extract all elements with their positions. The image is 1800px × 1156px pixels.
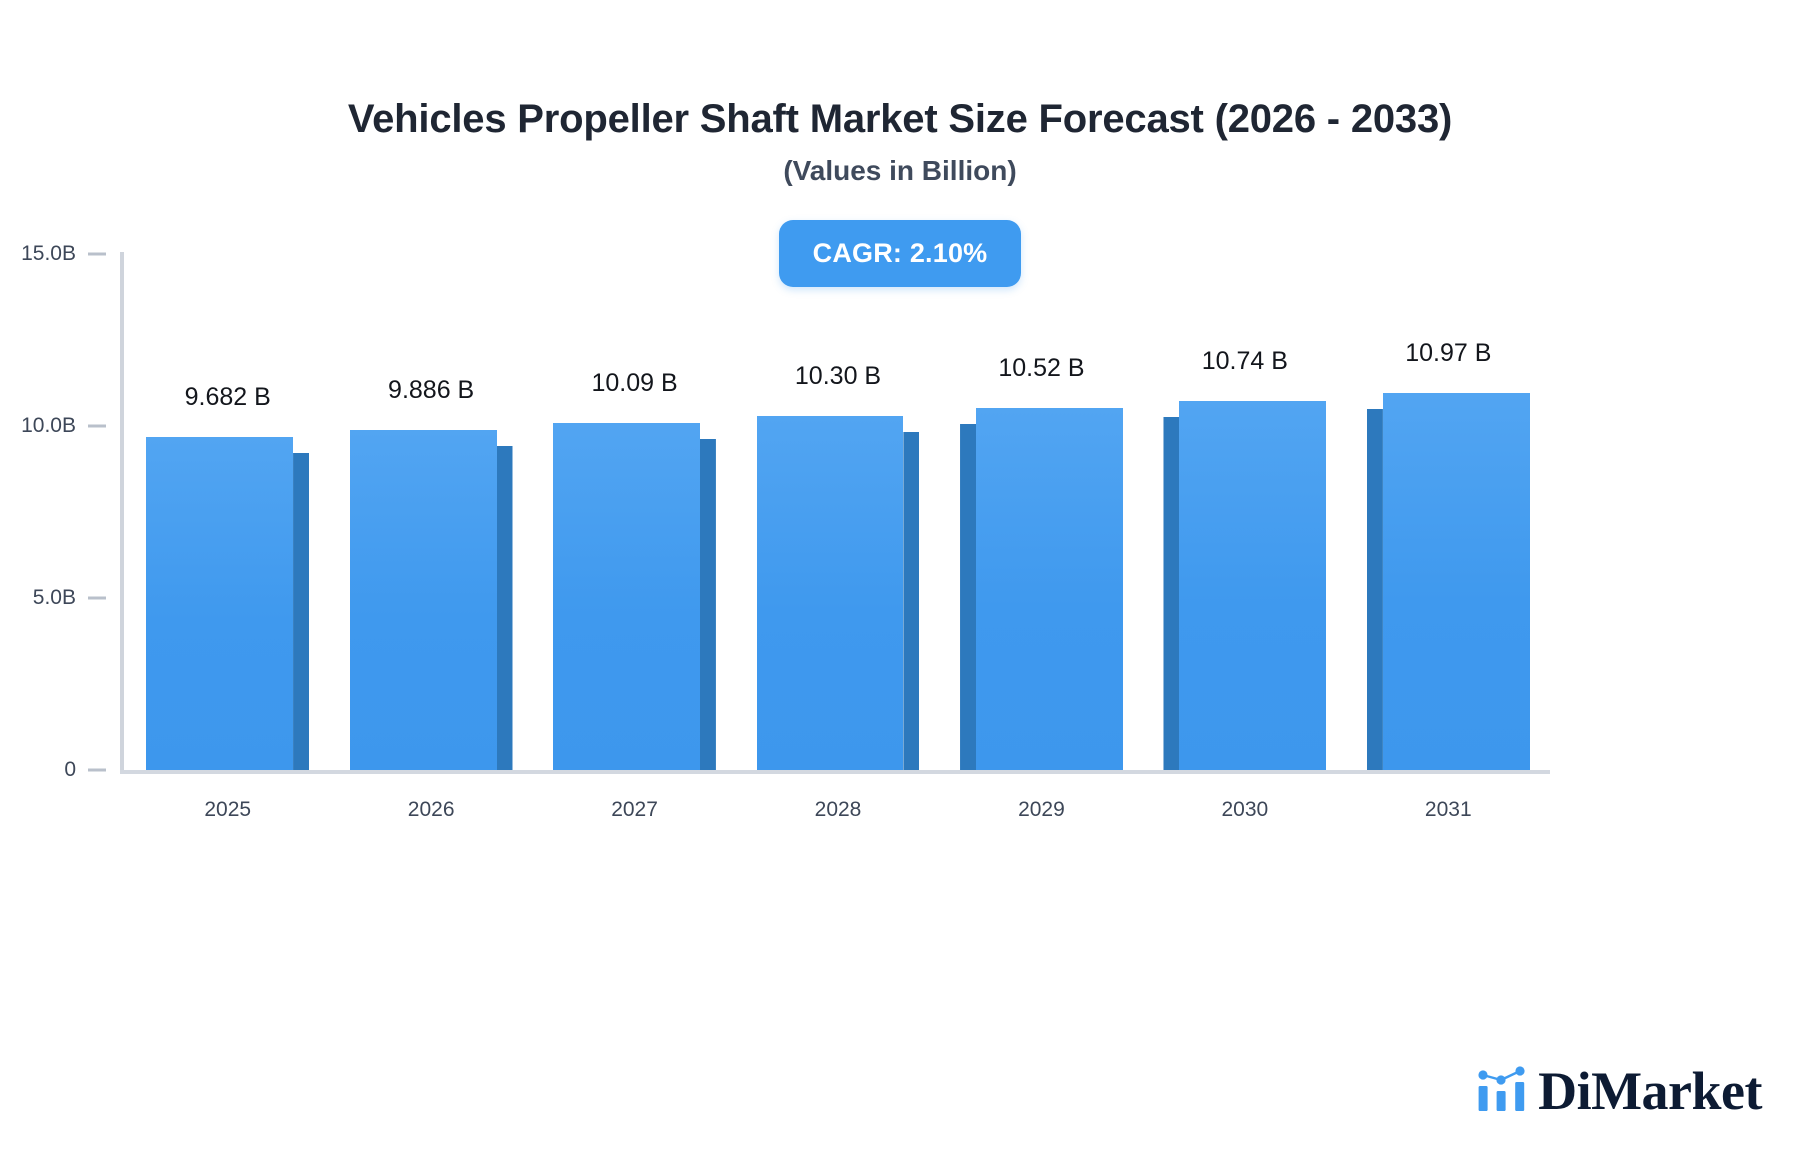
y-axis-tick-mark: [88, 252, 106, 256]
x-axis-tick-label: 2031: [1424, 798, 1472, 821]
y-axis-tick-label: 0: [64, 758, 76, 781]
bar-side-face: [699, 438, 716, 770]
bar-2028[interactable]: [756, 415, 920, 770]
x-axis-line: [120, 770, 1550, 774]
bar-side-face: [496, 445, 513, 770]
bar-2025[interactable]: [146, 436, 310, 770]
y-axis-tick-label: 15.0B: [21, 242, 76, 265]
x-axis-tick-label: 2028: [814, 798, 862, 821]
bar-value-label: 9.886 B: [388, 375, 475, 404]
bar-2027[interactable]: [553, 422, 716, 770]
bar-front-face: [976, 408, 1123, 770]
bar-side-face: [1163, 416, 1180, 770]
bar-value-label: 9.682 B: [184, 382, 271, 411]
bar-front-face: [349, 429, 497, 770]
bar-2026[interactable]: [349, 429, 513, 770]
chart-header: Vehicles Propeller Shaft Market Size For…: [0, 96, 1800, 188]
y-axis-tick-mark: [88, 424, 106, 428]
brand-name: DiMarket: [1538, 1060, 1762, 1121]
cagr-badge: CAGR: 2.10%: [778, 220, 1022, 287]
bar-value-label: 10.97 B: [1405, 338, 1492, 367]
bar-side-face: [960, 424, 977, 770]
y-axis-tick-label: 5.0B: [32, 586, 76, 609]
y-axis-tick-label: 10.0B: [21, 414, 76, 437]
x-axis-tick-label: 2025: [204, 798, 252, 821]
bar-value-label: 10.74 B: [1201, 346, 1288, 375]
cagr-badge-wrapper: CAGR: 2.10%: [0, 220, 1800, 287]
bar-side-face: [903, 431, 920, 770]
x-axis-tick-label: 2027: [611, 798, 658, 821]
bar-2031[interactable]: [1366, 392, 1530, 770]
bar-chart-icon: [1476, 1063, 1528, 1118]
x-axis-tick-label: 2029: [1018, 798, 1065, 821]
bar-front-face: [1382, 392, 1530, 770]
bar-value-label: 10.09 B: [591, 368, 678, 397]
bar-front-face: [146, 436, 294, 770]
bar-value-label: 10.52 B: [998, 354, 1085, 383]
chart-title: Vehicles Propeller Shaft Market Size For…: [347, 97, 1453, 141]
y-axis-tick-mark: [88, 768, 106, 772]
bar-2029[interactable]: [960, 408, 1123, 770]
bar-side-face: [1366, 408, 1383, 770]
bar-front-face: [553, 422, 700, 770]
y-axis-tick-mark: [88, 596, 106, 600]
x-axis-tick-label: 2030: [1221, 798, 1269, 821]
bar-front-face: [756, 415, 904, 770]
x-axis-tick-label: 2026: [407, 798, 455, 821]
bar-value-label: 10.30 B: [794, 361, 882, 390]
y-axis-line: [120, 252, 124, 774]
brand-logo: DiMarket: [1476, 1063, 1762, 1118]
bar-front-face: [1179, 400, 1327, 770]
bar-2030[interactable]: [1163, 400, 1327, 770]
chart-subtitle: (Values in Billion): [783, 155, 1017, 186]
bar-side-face: [293, 452, 310, 770]
